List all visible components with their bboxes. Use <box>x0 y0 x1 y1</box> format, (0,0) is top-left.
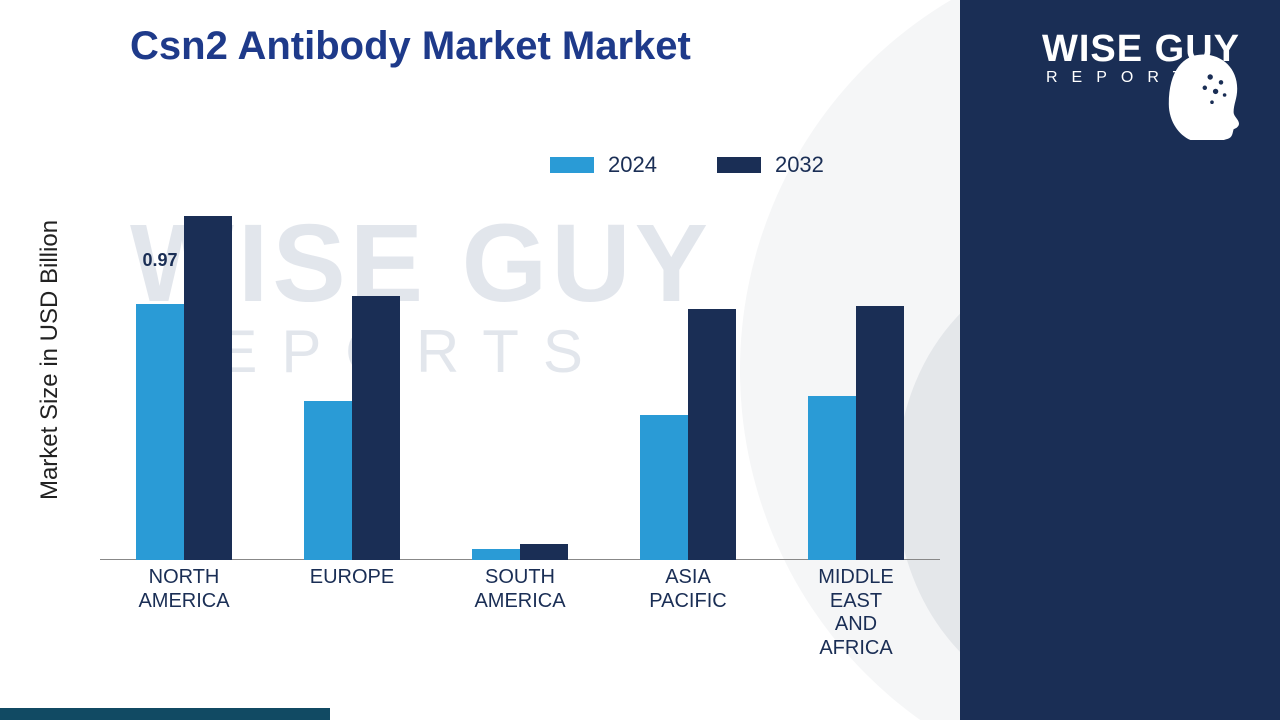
chart-title: Csn2 Antibody Market Market <box>130 24 691 69</box>
logo-head-icon <box>1158 50 1248 140</box>
bar-2032 <box>520 544 568 560</box>
x-axis-category-label: MIDDLEEASTANDAFRICA <box>772 566 940 660</box>
legend-swatch-2032 <box>717 157 761 173</box>
legend-swatch-2024 <box>550 157 594 173</box>
legend: 2024 2032 <box>550 152 824 178</box>
x-axis-category-label: NORTHAMERICA <box>100 566 268 613</box>
bar-value-label: 0.97 <box>136 250 184 277</box>
x-axis-category-label: SOUTHAMERICA <box>436 566 604 613</box>
x-axis-category-label: ASIAPACIFIC <box>604 566 772 613</box>
legend-label-2032: 2032 <box>775 152 824 178</box>
bar-2032 <box>688 309 736 560</box>
brand-logo: WISE GUY REPORTS <box>1042 28 1240 87</box>
bar-2024 <box>136 304 184 560</box>
legend-item-2032: 2032 <box>717 152 824 178</box>
legend-item-2024: 2024 <box>550 152 657 178</box>
bar-2032 <box>184 216 232 560</box>
bar-2024 <box>304 401 352 560</box>
x-axis-category-label: EUROPE <box>268 566 436 590</box>
bar-2032 <box>856 306 904 560</box>
bar-2024 <box>808 396 856 560</box>
bar-2032 <box>352 296 400 560</box>
bottom-accent-bar <box>0 708 330 720</box>
y-axis-label: Market Size in USD Billion <box>36 220 64 500</box>
bar-2024 <box>640 415 688 560</box>
chart-area: 0.97 <box>100 190 940 560</box>
legend-label-2024: 2024 <box>608 152 657 178</box>
bar-2024 <box>472 549 520 560</box>
